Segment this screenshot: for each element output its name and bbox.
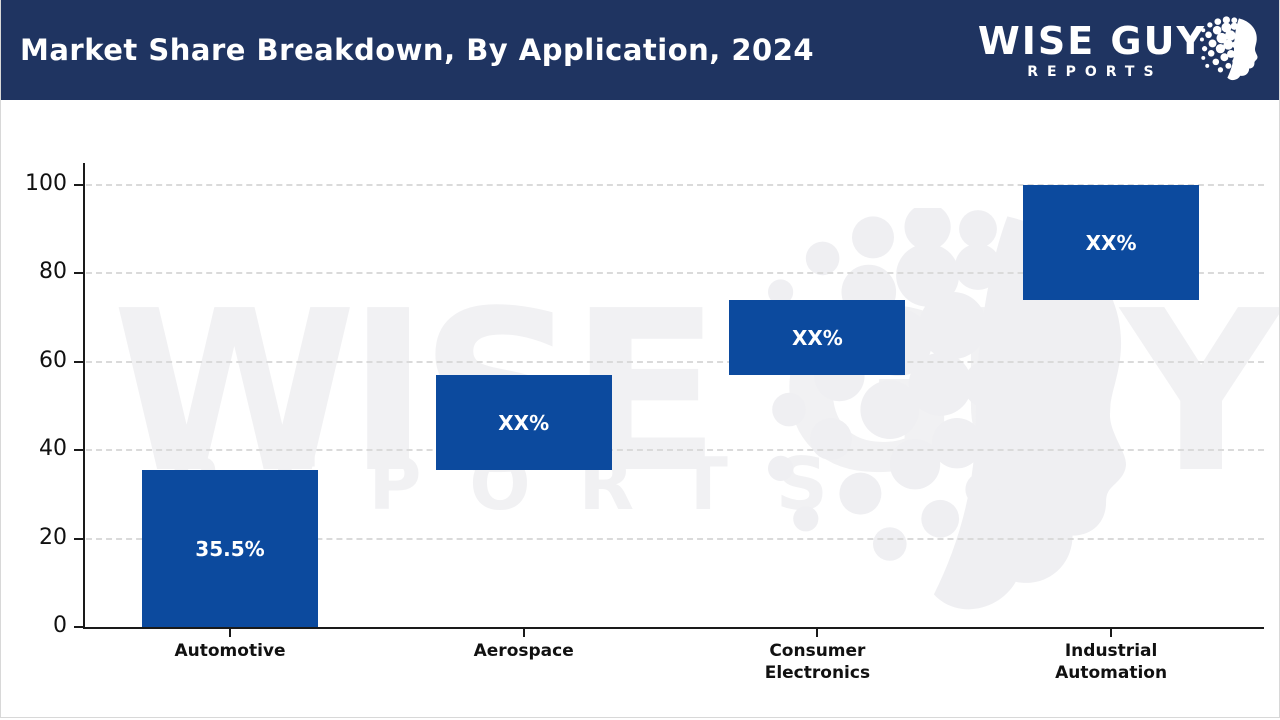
bar-consumer-electronics: XX%	[729, 299, 906, 376]
x-tick-mark	[229, 629, 231, 637]
y-tick-mark	[74, 272, 83, 275]
bar-value-label: XX%	[1085, 230, 1137, 255]
x-tick-mark	[522, 629, 525, 637]
gridline	[86, 360, 1264, 363]
y-tick-label: 100	[25, 171, 67, 197]
y-tick-mark	[74, 537, 83, 540]
wise-guy-logo: WISE GUY REPORTS	[978, 8, 1264, 92]
y-tick-label: 80	[39, 259, 67, 285]
gridline	[86, 537, 1264, 540]
logo-reports-text: REPORTS	[1027, 63, 1163, 80]
gridline	[86, 184, 1264, 187]
bar-aerospace: XX%	[435, 375, 612, 471]
x-tick-mark	[1110, 629, 1113, 637]
logo-text: WISE GUY REPORTS	[978, 22, 1206, 79]
bar-value-label: 35.5%	[195, 536, 265, 561]
y-tick-mark	[74, 449, 83, 452]
wise-guy-face-icon	[1198, 8, 1264, 92]
y-axis-line	[83, 163, 85, 629]
bar-industrial-automation: XX%	[1023, 185, 1200, 300]
x-category-label-consumer-electronics: Consumer Electronics	[764, 641, 871, 684]
gridline	[86, 272, 1264, 275]
bar-value-label: XX%	[498, 410, 550, 435]
x-category-label-automotive: Automotive	[174, 641, 286, 661]
x-category-label-aerospace: Aerospace	[473, 641, 574, 661]
y-tick-label: 40	[39, 436, 67, 462]
x-category-label-industrial-automation: Industrial Automation	[1055, 641, 1168, 684]
y-tick-mark	[74, 184, 83, 187]
y-tick-mark	[74, 626, 83, 628]
y-tick-label: 60	[39, 347, 67, 373]
chart-title: Market Share Breakdown, By Application, …	[20, 33, 815, 67]
y-tick-label: 20	[39, 524, 67, 550]
gridline	[86, 449, 1264, 452]
bar-automotive: 35.5%	[142, 470, 318, 627]
x-axis-line	[83, 627, 1264, 629]
y-tick-label: 0	[53, 613, 67, 638]
y-tick-mark	[74, 360, 83, 363]
logo-wordmark: WISE GUY	[977, 18, 1206, 63]
header-bar: Market Share Breakdown, By Application, …	[0, 0, 1280, 100]
bar-value-label: XX%	[791, 325, 843, 350]
x-tick-mark	[816, 629, 819, 637]
